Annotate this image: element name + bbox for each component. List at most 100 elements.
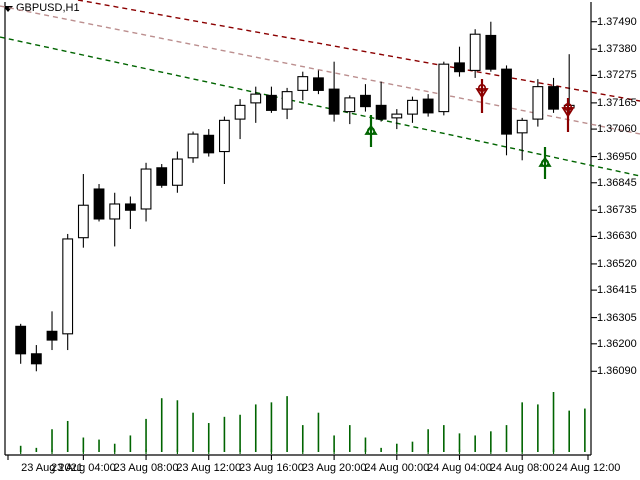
middle-band (0, 5, 640, 135)
chevron-down-icon[interactable] (3, 6, 13, 12)
x-axis-tick-label: 23 Aug 12:00 (176, 462, 242, 474)
candle-body-bullish (171, 158, 183, 186)
candlestick (234, 99, 246, 140)
candlestick (360, 84, 371, 112)
sell-signal-arrow[interactable] (561, 98, 575, 132)
candle-body-bearish (501, 68, 512, 135)
candle-body-bearish (313, 77, 324, 91)
candlestick (62, 233, 74, 351)
sell-arrow-head (475, 88, 489, 99)
candlestick (15, 323, 27, 364)
y-axis-tick-label: 1.37380 (597, 43, 637, 56)
candle-body-bearish (156, 167, 168, 186)
candlestick (454, 46, 465, 77)
candle-body-bearish (454, 62, 465, 73)
candlestick (548, 77, 559, 113)
y-axis-tick-label: 1.37060 (597, 123, 637, 136)
candle-body-bearish (375, 104, 387, 120)
buy-arrow-marker (540, 159, 549, 168)
y-axis-tick-label: 1.36630 (597, 230, 637, 243)
candle-body-bullish (140, 168, 152, 210)
candlestick (501, 65, 512, 156)
upper-band (77, 0, 640, 102)
candle-body-bearish (485, 34, 497, 70)
trade-signal-arrows (364, 79, 575, 179)
candlestick (438, 61, 450, 116)
candlestick (391, 109, 403, 130)
x-axis-tick-label: 23 Aug 2021 (21, 462, 83, 474)
candle-body-bearish (328, 88, 340, 115)
candlestick (375, 81, 387, 122)
candle-body-bearish (124, 203, 136, 211)
candlestick (266, 86, 277, 113)
candlestick (297, 71, 309, 101)
candlestick (203, 129, 215, 157)
y-axis-tick-label: 1.36950 (597, 150, 637, 163)
candlestick (469, 29, 481, 78)
candlestick (77, 174, 89, 248)
candle-body-bullish (532, 86, 544, 120)
y-axis-tick-label: 1.36415 (597, 284, 637, 297)
candle-body-bullish (438, 63, 450, 113)
chart-frame (4, 2, 592, 456)
x-axis-tick-label: 24 Aug 08:00 (489, 462, 555, 474)
y-axis-tick-label: 1.36200 (597, 337, 637, 350)
candle-body-bearish (203, 134, 215, 154)
candlestick (532, 79, 544, 127)
candle-body-bullish (109, 203, 121, 220)
candlestick (328, 61, 340, 122)
candle-body-bearish (93, 188, 105, 220)
candle-body-bullish (469, 33, 481, 71)
sell-arrow-marker (563, 103, 572, 112)
candle-body-bullish (281, 91, 293, 110)
volume-series (19, 392, 586, 452)
y-axis-tick-label: 1.37275 (597, 69, 637, 82)
candle-body-bullish (234, 104, 246, 120)
y-axis-tick-label: 1.36520 (597, 257, 637, 270)
candlestick (485, 21, 497, 72)
symbol-timeframe-label: GBPUSD,H1 (16, 2, 80, 14)
x-axis-tick-label: 23 Aug 20:00 (301, 462, 367, 474)
x-axis-tick-label: 24 Aug 12:00 (555, 462, 621, 474)
candlestick (313, 70, 324, 95)
y-axis-tick-label: 1.37165 (597, 96, 637, 109)
y-axis-tick-label: 1.36735 (597, 204, 637, 217)
x-axis-tick-label: 23 Aug 16:00 (239, 462, 304, 474)
sell-signal-arrow[interactable] (475, 79, 489, 113)
y-axis-tick-label: 1.36090 (597, 365, 637, 378)
y-axis-tick-label: 1.36305 (597, 311, 637, 324)
candlestick (187, 131, 199, 163)
candle-body-bearish (46, 330, 58, 341)
candle-body-bearish (30, 353, 42, 365)
candle-body-bearish (360, 94, 371, 108)
axis-ticks (7, 21, 597, 460)
sell-arrow-marker (477, 84, 486, 93)
candlestick (219, 116, 230, 185)
buy-signal-arrow[interactable] (538, 147, 552, 179)
candlestick (93, 184, 105, 222)
x-axis-tick-label: 24 Aug 00:00 (364, 462, 430, 474)
candle-body-bullish (77, 204, 89, 239)
candle-body-bullish (297, 76, 309, 91)
candlestick (344, 95, 356, 125)
buy-signal-arrow[interactable] (364, 115, 378, 147)
candlestick (30, 345, 42, 372)
candle-body-bearish (266, 94, 277, 111)
sell-arrow-head (561, 107, 575, 118)
candlestick (281, 87, 293, 120)
candlestick (422, 94, 434, 117)
candle-body-bullish (250, 93, 262, 104)
x-axis-tick-label: 23 Aug 04:00 (50, 462, 116, 474)
candle-body-bullish (516, 119, 528, 134)
candle-body-bullish (391, 113, 403, 119)
candle-body-bullish (344, 97, 356, 113)
candlestick (407, 96, 418, 123)
candlestick (140, 162, 152, 222)
lower-band (0, 36, 640, 177)
candlestick (250, 86, 262, 123)
candle-body-bearish (548, 86, 559, 110)
x-axis-tick-label: 24 Aug 04:00 (427, 462, 492, 474)
candlestick (109, 192, 121, 247)
